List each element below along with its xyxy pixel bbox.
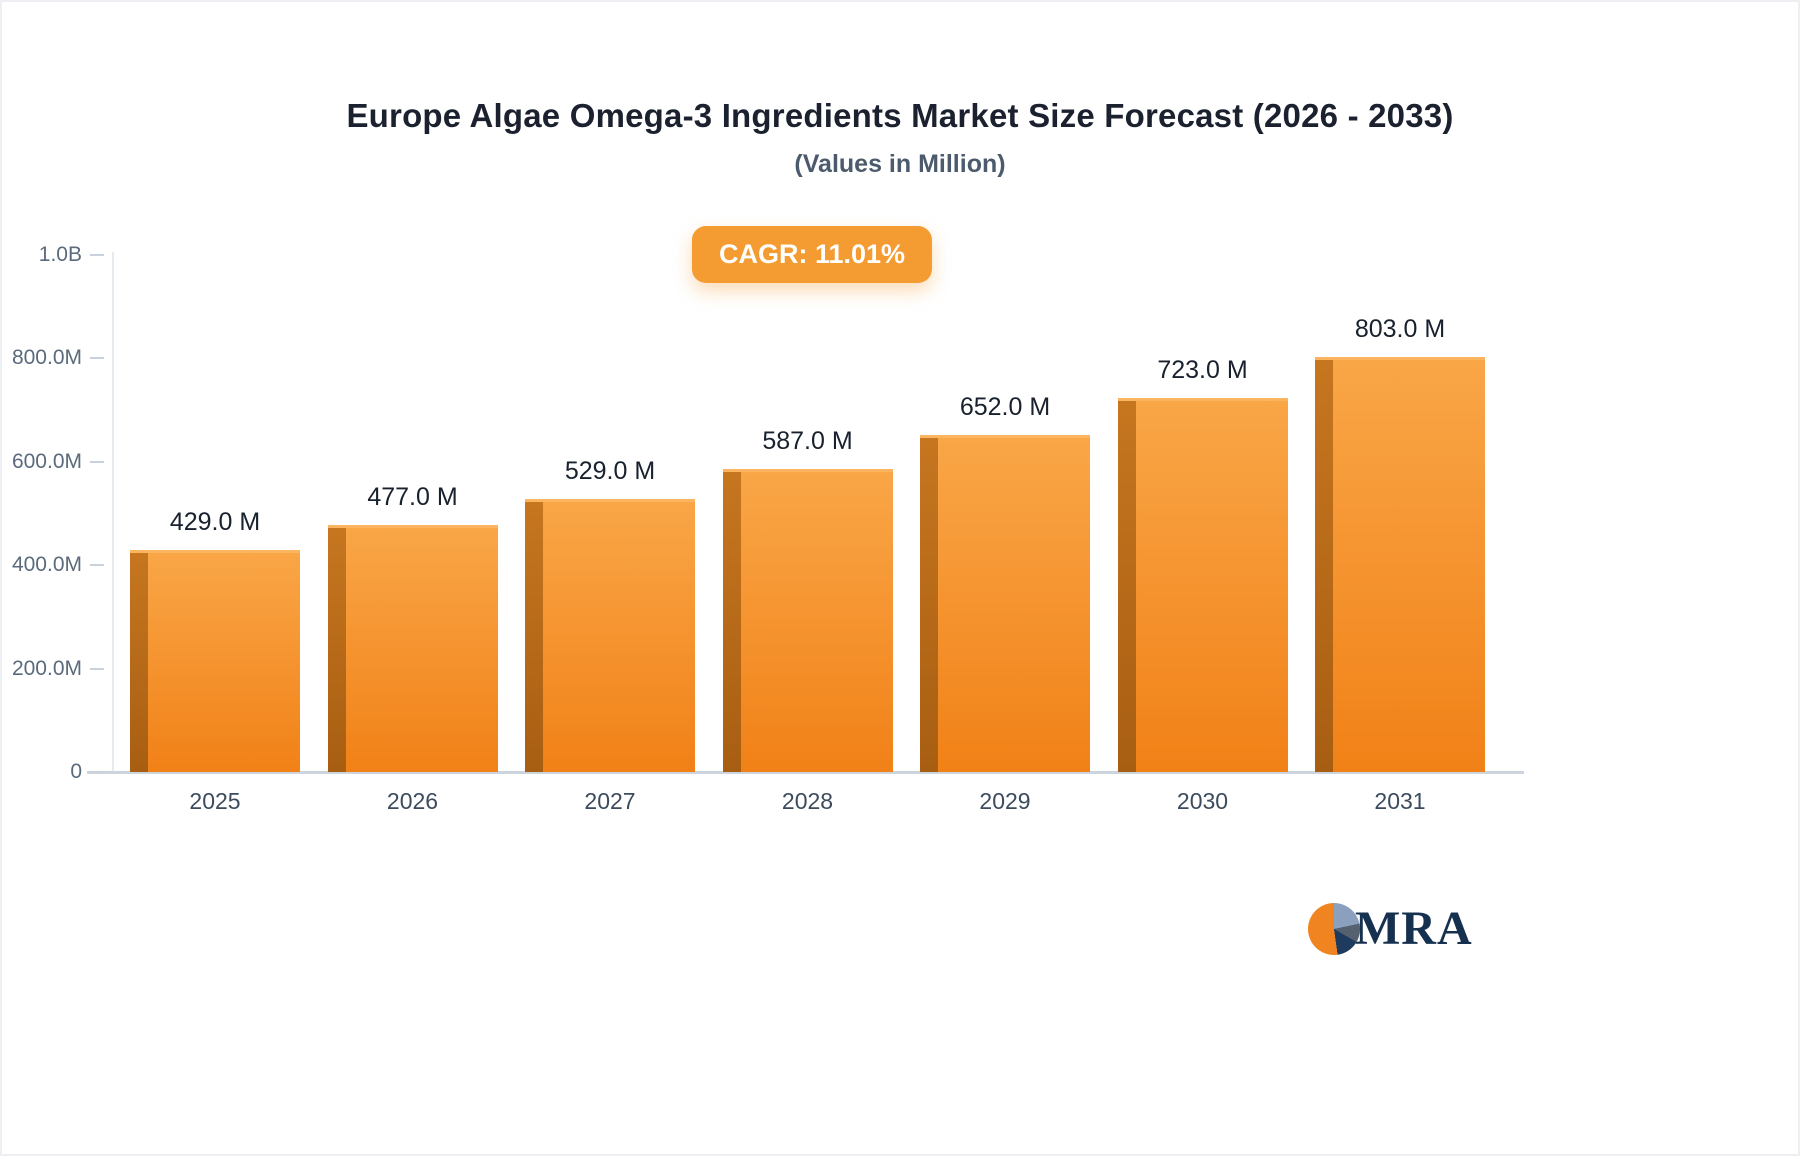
y-axis-tick-mark: [90, 254, 104, 256]
bar-value-label: 723.0 M: [1157, 356, 1248, 384]
bar-shade: [130, 553, 148, 772]
bar-shade: [722, 472, 741, 772]
x-axis-baseline: [87, 771, 1524, 774]
chart-title: Europe Algae Omega-3 Ingredients Market …: [346, 97, 1454, 134]
x-axis-category-label: 2025: [189, 788, 241, 814]
bar-2025: [130, 550, 300, 772]
bar-value-label: 587.0 M: [762, 427, 853, 455]
x-axis-category-label: 2030: [1176, 788, 1229, 814]
y-axis-tick-mark: [90, 460, 104, 463]
bar-shade: [920, 438, 938, 772]
brand-logo: MRA: [1308, 901, 1473, 956]
y-axis-tick-label: 600.0M: [11, 449, 82, 473]
x-axis-category-label: 2026: [386, 788, 439, 814]
y-axis-tick-label: 0: [70, 760, 82, 783]
bar-value-label: 477.0 M: [367, 483, 458, 511]
y-axis-tick-label: 1.0B: [38, 243, 82, 266]
bar-2030: [1117, 398, 1288, 772]
bar-shade: [1315, 360, 1333, 772]
x-axis-category-label: 2029: [979, 788, 1031, 814]
bar-value-label: 529.0 M: [564, 457, 656, 485]
y-axis-tick-mark: [90, 357, 104, 360]
bar-2026: [327, 525, 498, 772]
y-axis-tick-mark: [90, 564, 104, 567]
bar-2029: [920, 435, 1090, 772]
y-axis-tick-label: 800.0M: [11, 346, 82, 370]
y-axis-tick-mark: [90, 771, 104, 773]
bar-value-label: 652.0 M: [959, 393, 1051, 421]
chart-subtitle: (Values in Million): [794, 150, 1006, 178]
bar-shade: [525, 502, 543, 772]
bar-shade: [1117, 401, 1136, 772]
x-axis-category-label: 2031: [1374, 788, 1426, 814]
bar-2028: [722, 469, 893, 772]
bar-value-label: 429.0 M: [169, 508, 261, 536]
bar-2031: [1315, 357, 1485, 772]
x-axis-category-label: 2027: [584, 788, 636, 814]
bar-2027: [525, 499, 695, 772]
pie-logo-icon: [1308, 902, 1360, 955]
cagr-badge: CAGR: 11.01%: [691, 226, 933, 283]
y-axis-tick-mark: [90, 667, 104, 670]
bar-shade: [327, 528, 346, 772]
y-axis-line: [112, 252, 114, 773]
x-axis-category-label: 2028: [781, 788, 834, 814]
y-axis-tick-label: 200.0M: [11, 656, 82, 680]
bar-value-label: 803.0 M: [1354, 315, 1446, 343]
y-axis-tick-label: 400.0M: [11, 553, 82, 577]
brand-logo-text: MRA: [1355, 902, 1473, 955]
